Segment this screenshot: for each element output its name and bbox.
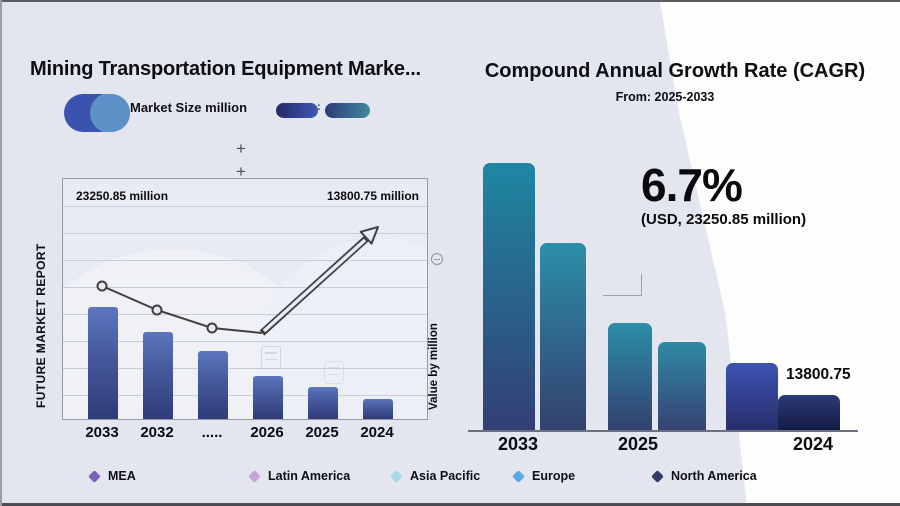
logo-ellipse xyxy=(90,94,130,132)
bottom-border xyxy=(0,503,900,506)
x-label-.....: ..... xyxy=(201,424,223,441)
x-label-2025: 2025 xyxy=(617,434,659,454)
plus-icon: + xyxy=(236,139,246,158)
right-bar-2024-period-end xyxy=(778,395,840,430)
left-bar-2026 xyxy=(253,376,283,419)
right-bar-2025-period-end xyxy=(658,341,706,430)
right-chart: 13800.75 xyxy=(468,150,860,432)
left-bar-2033 xyxy=(88,307,118,419)
legend: MEA Latin America Asia Pacific Europe North … xyxy=(0,463,900,489)
value-annotation-2033: 23250.85 million xyxy=(76,189,169,203)
ratio-pill-right xyxy=(325,103,370,118)
future-market-report-watermark: FUTURE MARKET REPORT xyxy=(34,243,48,408)
x-label-2033: 2033 xyxy=(497,434,539,454)
plus-icon: + xyxy=(236,162,246,181)
document-watermark-icon xyxy=(324,361,344,384)
cagr-subtitle: From: 2025-2033 xyxy=(615,90,715,104)
legend-diamond-icon xyxy=(248,469,261,483)
step-bracket-decoration xyxy=(603,274,642,296)
left-border xyxy=(0,0,2,506)
x-axis-line xyxy=(468,430,858,432)
cagr-title: Compound Annual Growth Rate (CAGR) xyxy=(484,60,866,82)
ratio-pill-left xyxy=(276,103,318,118)
left-x-axis-labels: 2033 2032..... 2026 2025 2024 xyxy=(62,424,428,446)
legend-item-europe: Europe xyxy=(512,469,576,483)
legend-label: Latin America xyxy=(268,469,351,483)
x-label-2024: 2024 xyxy=(360,424,394,441)
legend-item-north-america: North America xyxy=(651,469,757,483)
ratio-colon: : xyxy=(317,101,321,113)
market-size-logo-icon xyxy=(64,94,130,132)
legend-item-asia-pacific: Asia Pacific xyxy=(390,469,481,483)
legend-label: Asia Pacific xyxy=(410,469,481,483)
legend-item-mea: MEA xyxy=(88,469,136,483)
left-bar-2025 xyxy=(308,386,338,419)
right-bar-2025-period-start xyxy=(608,323,652,430)
right-bar-2033-period-end xyxy=(540,243,586,430)
gridline xyxy=(63,206,427,207)
gridline xyxy=(63,395,427,396)
legend-diamond-icon xyxy=(88,469,101,483)
value-annotation-2024: 13800.75 million xyxy=(326,189,419,203)
right-bar-2033-period-start xyxy=(483,163,535,430)
x-label-2032: 2032 xyxy=(140,424,174,441)
legend-diamond-icon xyxy=(390,469,403,483)
gridline xyxy=(63,233,427,234)
left-chart-panel: 23250.85 million 13800.75 million xyxy=(62,178,428,420)
gridline xyxy=(63,368,427,369)
left-chart-title: Mining Transportation Equipment Marke... xyxy=(30,58,421,80)
y-axis-label: Value by million xyxy=(428,323,440,410)
legend-item-latin-america: Latin America xyxy=(248,469,351,483)
callout-13800: 13800.75 xyxy=(786,366,851,383)
top-border xyxy=(0,0,900,2)
left-bar-..... xyxy=(198,350,228,419)
legend-label: MEA xyxy=(108,469,136,483)
document-watermark-icon xyxy=(261,346,281,369)
cagr-value: 6.7% xyxy=(641,159,743,211)
x-label-2033: 2033 xyxy=(85,424,119,441)
gridline xyxy=(63,260,427,261)
legend-diamond-icon xyxy=(651,469,664,483)
gridline xyxy=(63,341,427,342)
cagr-note: (USD, 23250.85 million) xyxy=(641,211,807,228)
gridline xyxy=(63,287,427,288)
right-bar-2024-period-start xyxy=(726,363,778,430)
legend-diamond-icon xyxy=(512,469,525,483)
legend-label: North America xyxy=(671,469,757,483)
left-bar-2032 xyxy=(143,331,173,419)
zoom-out-icon xyxy=(431,253,443,265)
left-bar-2024 xyxy=(363,398,393,419)
x-label-2024: 2024 xyxy=(792,434,834,454)
x-label-2025: 2025 xyxy=(305,424,339,441)
market-size-label: Market Size million xyxy=(130,100,248,115)
legend-label: Europe xyxy=(532,469,576,483)
x-label-2026: 2026 xyxy=(250,424,284,441)
